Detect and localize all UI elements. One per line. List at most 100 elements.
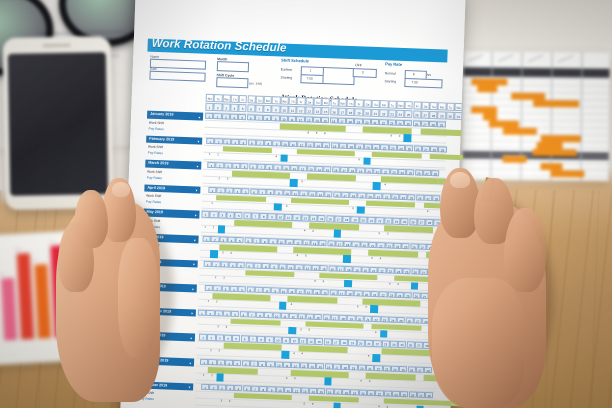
day-cell[interactable]: 5: [234, 384, 243, 391]
day-cell[interactable]: 21: [370, 291, 380, 298]
day-cell[interactable]: 6: [242, 384, 252, 392]
day-cell[interactable]: 17: [340, 191, 350, 199]
highlight-marker[interactable]: [344, 279, 352, 288]
day-cell[interactable]: 24: [394, 267, 403, 274]
day-cell[interactable]: 23: [387, 291, 396, 299]
day-cell[interactable]: 24: [393, 242, 402, 250]
day-cell[interactable]: 2: [206, 309, 215, 317]
day-cell[interactable]: 10: [276, 213, 285, 221]
day-cell[interactable]: 10: [279, 115, 289, 122]
day-cell[interactable]: 14: [313, 141, 323, 148]
highlight-marker[interactable]: [281, 351, 290, 359]
day-cell[interactable]: 7: [250, 385, 260, 392]
day-cell[interactable]: 20: [365, 192, 375, 199]
day-cell[interactable]: 5: [234, 212, 244, 219]
day-cell[interactable]: 23: [383, 389, 393, 397]
day-cell[interactable]: 4: [227, 236, 236, 244]
highlight-marker[interactable]: [379, 330, 388, 338]
highlight-marker[interactable]: [369, 305, 378, 313]
day-cell[interactable]: 24: [388, 316, 398, 323]
day-cell[interactable]: 15: [316, 362, 325, 370]
day-cell[interactable]: 17: [333, 388, 343, 395]
day-cell[interactable]: 21: [369, 266, 378, 273]
day-cell[interactable]: 6: [249, 188, 259, 195]
day-cell[interactable]: 20: [362, 118, 372, 125]
day-cell[interactable]: 5: [238, 113, 247, 121]
day-cell[interactable]: 5: [230, 310, 240, 318]
day-cell[interactable]: 1: [207, 162, 216, 169]
day-cell[interactable]: 11: [290, 165, 299, 172]
highlight-marker[interactable]: [363, 157, 371, 166]
day-cell[interactable]: 8: [265, 164, 274, 171]
day-cell[interactable]: 26: [412, 292, 421, 300]
day-cell[interactable]: 21: [374, 192, 383, 200]
day-cell[interactable]: 3: [221, 285, 230, 293]
day-cell[interactable]: 1: [203, 260, 213, 267]
day-cell[interactable]: 2: [211, 260, 221, 268]
day-cell[interactable]: 10: [282, 189, 292, 196]
day-cell[interactable]: 25: [397, 341, 407, 348]
day-cell[interactable]: 29: [438, 145, 447, 153]
day-cell[interactable]: 2: [213, 113, 222, 120]
day-cell[interactable]: 3: [217, 383, 227, 391]
day-cell[interactable]: 26: [414, 169, 424, 177]
day-cell[interactable]: 27: [415, 366, 425, 374]
day-cell[interactable]: 18: [347, 142, 356, 150]
day-cell[interactable]: 2: [215, 162, 224, 169]
day-cell[interactable]: 25: [396, 316, 406, 324]
highlight-marker[interactable]: [217, 225, 226, 234]
day-cell[interactable]: 16: [329, 117, 338, 124]
day-cell[interactable]: 12: [291, 361, 300, 369]
day-cell[interactable]: 15: [317, 387, 326, 395]
day-cell[interactable]: 21: [373, 168, 382, 175]
day-cell[interactable]: 22: [381, 168, 390, 175]
day-cell[interactable]: 5: [232, 335, 241, 342]
day-cell[interactable]: 1: [197, 309, 207, 316]
day-cell[interactable]: 7: [249, 360, 259, 367]
day-cell[interactable]: 8: [256, 336, 266, 343]
day-cell[interactable]: 18: [348, 167, 357, 174]
day-cell[interactable]: 13: [300, 214, 310, 222]
day-cell[interactable]: 14: [309, 214, 318, 222]
day-cell[interactable]: 6: [240, 335, 249, 342]
day-cell[interactable]: 12: [292, 386, 301, 394]
day-cell[interactable]: 23: [386, 267, 395, 274]
day-cell[interactable]: 21: [364, 340, 374, 347]
day-cell[interactable]: 1: [201, 211, 210, 218]
day-cell[interactable]: 17: [331, 338, 341, 346]
day-cell[interactable]: 10: [275, 386, 285, 393]
day-cell[interactable]: 6: [241, 360, 250, 367]
day-cell[interactable]: 24: [390, 365, 400, 373]
day-cell[interactable]: 4: [223, 334, 233, 342]
day-cell[interactable]: 6: [242, 212, 252, 220]
day-cell[interactable]: 5: [239, 138, 248, 146]
highlight-marker[interactable]: [372, 182, 381, 190]
month-input[interactable]: [216, 61, 250, 73]
day-cell[interactable]: 9: [274, 189, 284, 196]
day-cell[interactable]: 21: [371, 143, 381, 150]
day-cell[interactable]: 27: [414, 341, 424, 349]
highlight-marker[interactable]: [372, 354, 381, 363]
day-cell[interactable]: 18: [342, 388, 351, 395]
day-cell[interactable]: 1: [204, 112, 214, 120]
day-cell[interactable]: 24: [389, 340, 399, 348]
day-cell[interactable]: 19: [355, 142, 364, 150]
day-cell[interactable]: 13: [299, 362, 309, 369]
day-cell[interactable]: 15: [319, 264, 329, 272]
day-cell[interactable]: 16: [327, 264, 337, 272]
day-cell[interactable]: 4: [226, 211, 235, 219]
day-cell[interactable]: 2: [208, 358, 217, 366]
day-cell[interactable]: 7: [255, 139, 265, 146]
day-cell[interactable]: 6: [239, 310, 248, 318]
day-cell[interactable]: 23: [387, 119, 396, 126]
day-cell[interactable]: 12: [297, 140, 306, 148]
day-cell[interactable]: 8: [261, 262, 271, 269]
day-cell[interactable]: 20: [358, 216, 368, 224]
day-cell[interactable]: 25: [400, 218, 409, 225]
day-cell[interactable]: 20: [357, 364, 367, 371]
day-cell[interactable]: 3: [216, 359, 226, 366]
day-cell[interactable]: 2: [209, 211, 219, 218]
day-cell[interactable]: 2: [207, 334, 216, 341]
day-cell[interactable]: 9: [271, 115, 280, 122]
day-cell[interactable]: 19: [353, 290, 363, 297]
